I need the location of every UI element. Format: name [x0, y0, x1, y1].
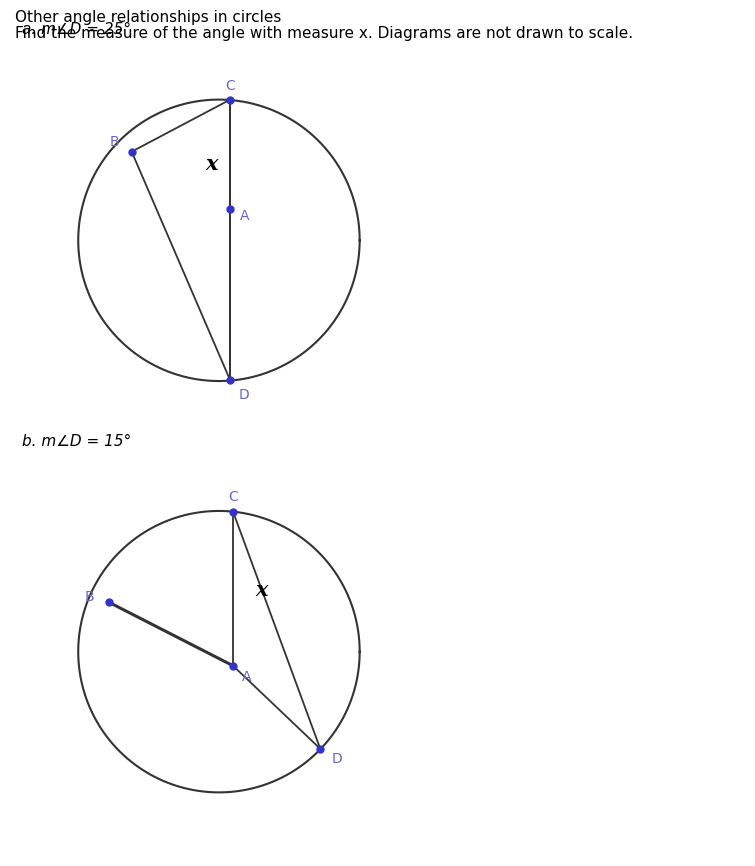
Text: Other angle relationships in circles: Other angle relationships in circles: [15, 10, 282, 25]
Text: C: C: [225, 79, 235, 93]
Text: x: x: [255, 579, 267, 600]
Text: b. m∠D = 15°: b. m∠D = 15°: [22, 434, 131, 449]
Text: Find the measure of the angle with measure x. Diagrams are not drawn to scale.: Find the measure of the angle with measu…: [15, 26, 633, 41]
Text: C: C: [228, 490, 238, 504]
Text: x: x: [205, 154, 218, 174]
Text: B: B: [85, 590, 94, 604]
Text: D: D: [239, 388, 250, 402]
Text: B: B: [110, 135, 119, 149]
Text: D: D: [331, 752, 343, 766]
Text: A: A: [242, 670, 252, 684]
Text: A: A: [239, 210, 249, 223]
Text: a. m∠D = 25°: a. m∠D = 25°: [22, 23, 131, 37]
